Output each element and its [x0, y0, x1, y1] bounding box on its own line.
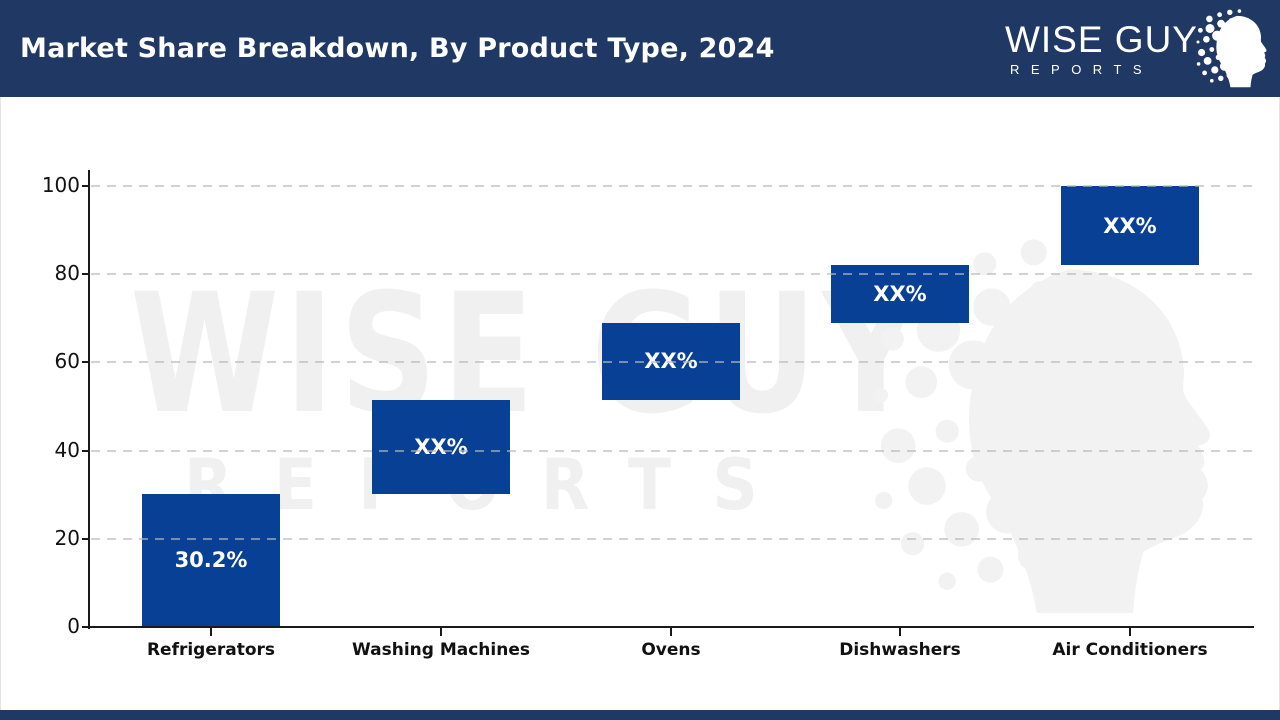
wiseguy-logo: WISE GUY REPORTS [1005, 7, 1270, 89]
bar-segment: XX% [602, 322, 740, 400]
bar-segment: XX% [1061, 186, 1199, 266]
x-category-label: Air Conditioners [1052, 640, 1208, 660]
y-tick-label: 100 [41, 173, 80, 197]
page-title: Market Share Breakdown, By Product Type,… [20, 33, 775, 64]
x-tick-mark [440, 627, 442, 636]
y-tick-mark [82, 626, 90, 628]
x-tick-mark [670, 627, 672, 636]
logo-text-wiseguy: WISE GUY [1004, 19, 1198, 60]
y-tick-mark [82, 361, 90, 364]
bar-value-label: XX% [1103, 213, 1157, 238]
x-category-label: Dishwashers [839, 640, 961, 660]
y-tick-mark [82, 449, 90, 452]
x-tick-mark [1129, 627, 1131, 636]
gridline [91, 185, 1253, 187]
bar-value-label: XX% [644, 349, 698, 374]
gridline [91, 361, 1253, 364]
bar-value-label: 30.2% [174, 548, 248, 573]
gridline [91, 449, 1253, 452]
y-tick-mark [82, 273, 90, 276]
gridline [91, 273, 1253, 276]
watermark-wiseguy: WISE GUY [130, 258, 925, 450]
x-category-label: Washing Machines [351, 640, 530, 660]
wiseguy-face-icon [1196, 9, 1267, 88]
logo-wordmark: WISE GUY REPORTS [1005, 21, 1198, 77]
bar-value-label: XX% [414, 434, 468, 459]
y-tick-mark [82, 537, 90, 540]
footer-bar [0, 710, 1280, 720]
y-tick-label: 80 [54, 261, 80, 286]
x-tick-mark [899, 627, 901, 636]
header: Market Share Breakdown, By Product Type,… [0, 0, 1280, 97]
y-axis-line [88, 170, 90, 629]
x-category-label: Ovens [641, 640, 701, 660]
bar-value-label: XX% [873, 282, 927, 307]
y-tick-mark [82, 185, 90, 187]
y-tick-label: 0 [67, 614, 80, 638]
gridline [91, 537, 1253, 540]
bar-segment: XX% [372, 399, 510, 494]
x-category-label: Refrigerators [146, 640, 276, 660]
y-tick-label: 60 [54, 349, 80, 374]
x-tick-mark [210, 627, 212, 636]
y-tick-label: 40 [54, 437, 80, 462]
bar-segment: 30.2% [142, 493, 280, 627]
y-tick-label: 20 [54, 525, 80, 550]
logo-text-reports: REPORTS [1009, 62, 1154, 77]
